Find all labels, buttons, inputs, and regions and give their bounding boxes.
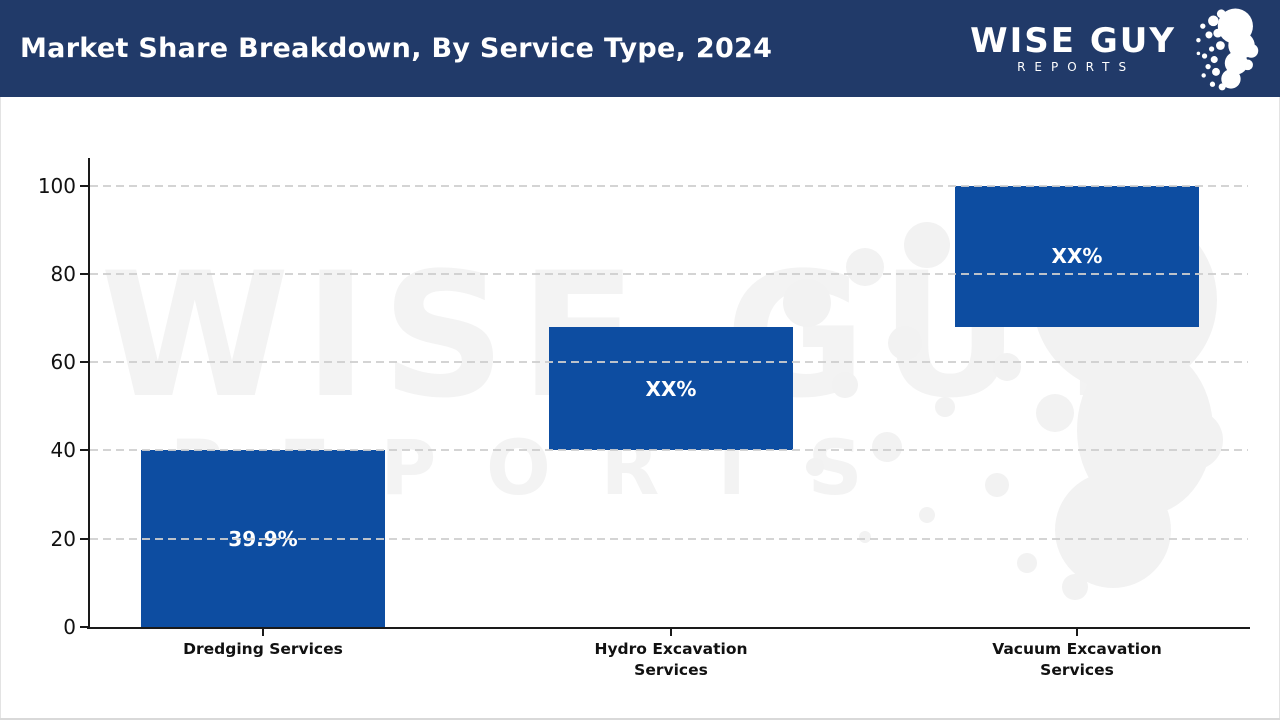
y-tick-label-80: 80: [50, 261, 76, 286]
y-tick-40: [80, 449, 88, 452]
bar-3: XX%: [955, 185, 1199, 327]
x-category-label-line: Services: [634, 661, 708, 679]
bar-value-label: XX%: [1051, 244, 1103, 269]
logo-text: WISE GUY REPORTS: [970, 23, 1176, 74]
x-category-label-2: Hydro Excavation Services: [481, 639, 861, 681]
x-tick-3: [1076, 629, 1078, 636]
y-tick-label-100: 100: [37, 173, 76, 198]
y-tick-label-0: 0: [63, 615, 76, 639]
x-category-label-line: Hydro Excavation: [594, 640, 748, 658]
x-category-label-line: Dredging Services: [183, 640, 343, 658]
x-category-label-line: Vacuum Excavation: [992, 640, 1162, 658]
header-band: Market Share Breakdown, By Service Type,…: [0, 0, 1280, 97]
y-tick-label-60: 60: [50, 350, 76, 375]
y-axis-spine: [88, 158, 90, 629]
y-gridline-100: [90, 184, 1248, 187]
y-tick-label-40: 40: [50, 438, 76, 463]
logo-wordmark: WISE GUY: [970, 21, 1176, 61]
x-tick-2: [670, 629, 672, 636]
y-tick-80: [80, 272, 88, 275]
y-gridline-40: [90, 449, 1248, 452]
x-tick-1: [262, 629, 264, 636]
logo-face-icon: [1196, 8, 1259, 90]
y-tick-60: [80, 361, 88, 364]
x-category-label-line: Services: [1040, 661, 1114, 679]
x-category-label-1: Dredging Services: [73, 639, 453, 660]
bar-value-label: XX%: [645, 376, 697, 401]
y-gridline-80: [90, 272, 1248, 275]
y-tick-0: [80, 626, 88, 628]
wise-guy-reports-logo: WISE GUY REPORTS: [970, 5, 1262, 93]
y-tick-label-20: 20: [50, 526, 76, 551]
y-gridline-60: [90, 361, 1248, 364]
x-category-label-3: Vacuum Excavation Services: [887, 639, 1267, 681]
y-tick-20: [80, 537, 88, 540]
x-axis-spine: [87, 627, 1250, 629]
y-gridline-20: [90, 537, 1248, 540]
bar-2: XX%: [549, 326, 793, 451]
page-title: Market Share Breakdown, By Service Type,…: [20, 33, 773, 64]
y-tick-100: [80, 184, 88, 187]
logo-subtitle: REPORTS: [1017, 60, 1136, 74]
